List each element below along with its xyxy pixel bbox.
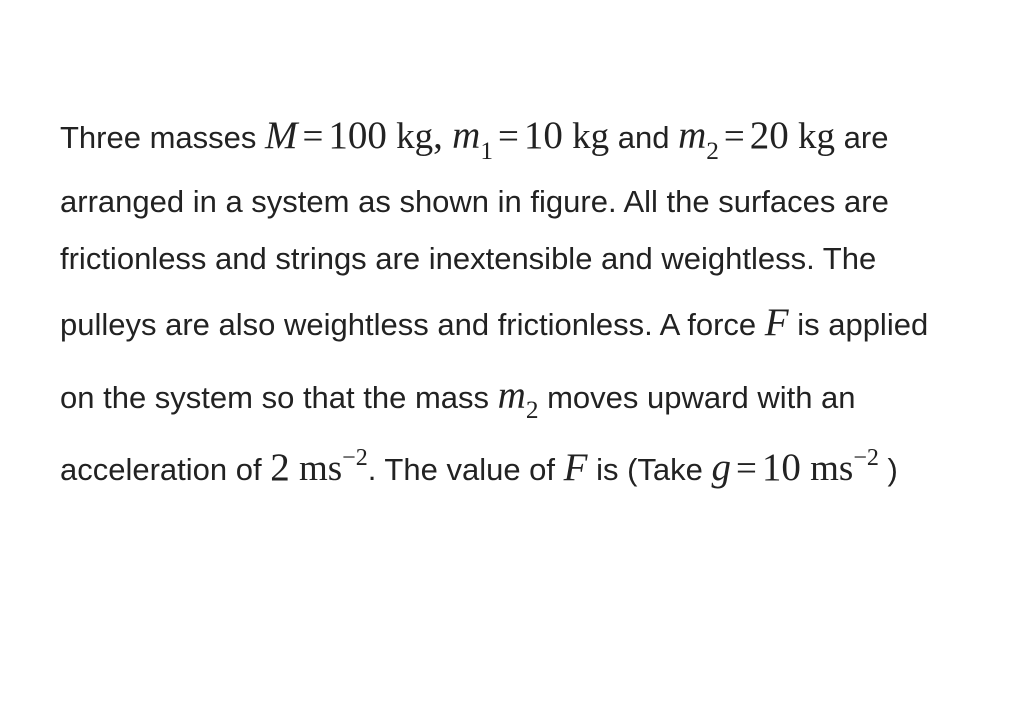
unit-ms: ms−2 — [299, 448, 368, 489]
equals: = — [298, 116, 329, 157]
val-m2: 20 — [750, 114, 789, 157]
space — [801, 448, 810, 489]
val-g: 10 — [762, 446, 801, 489]
unit-kg: kg — [572, 116, 609, 157]
val-m1: 10 — [524, 114, 563, 157]
val-accel: 2 — [270, 446, 290, 489]
var-F2: F — [564, 446, 588, 489]
var-m2b: m2 — [498, 374, 539, 417]
var-g: g — [712, 446, 732, 489]
val-M: 100 — [328, 114, 387, 157]
text-segment: is (Take — [587, 452, 711, 487]
physics-problem-text: Three masses M=100 kg, m1=10 kg and m2=2… — [60, 100, 964, 504]
text-segment: and — [618, 120, 678, 155]
space — [290, 448, 299, 489]
unit-ms2: ms−2 — [810, 448, 879, 489]
equals: = — [493, 116, 524, 157]
text-segment: ) — [879, 452, 898, 487]
space — [443, 116, 452, 157]
text-segment: . The value of — [368, 452, 564, 487]
space — [387, 116, 396, 157]
space — [789, 116, 798, 157]
comma: , — [433, 114, 443, 157]
unit-kg: kg — [798, 116, 835, 157]
space — [563, 116, 572, 157]
var-m1: m1 — [452, 114, 493, 157]
var-F: F — [765, 301, 789, 344]
var-m2: m2 — [678, 114, 719, 157]
equals: = — [731, 448, 762, 489]
var-M: M — [265, 114, 298, 157]
text-segment: Three masses — [60, 120, 265, 155]
unit-kg: kg — [396, 116, 433, 157]
equals: = — [719, 116, 750, 157]
